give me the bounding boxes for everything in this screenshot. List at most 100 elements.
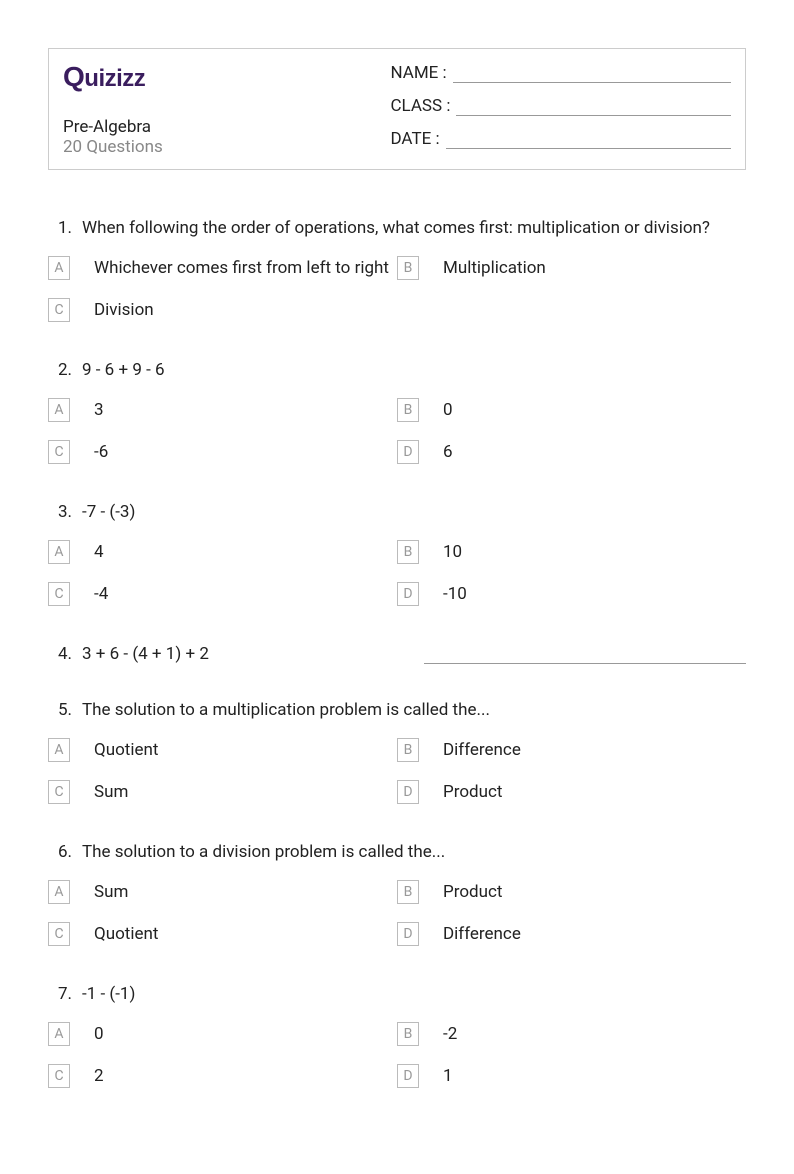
question-block: 7.-1 - (-1)A0B-2C2D1: [48, 984, 746, 1106]
question-row: 7.-1 - (-1): [48, 984, 746, 1004]
date-field-row: DATE :: [390, 127, 731, 149]
question-row: 1.When following the order of operations…: [48, 218, 746, 238]
question-text: -7 - (-3): [82, 502, 746, 522]
question-text: -1 - (-1): [82, 984, 746, 1004]
answer-option[interactable]: C Sum: [48, 780, 397, 804]
date-input-line[interactable]: [446, 127, 731, 149]
answer-letter-box: D: [397, 440, 419, 464]
answer-option[interactable]: C -4: [48, 582, 397, 606]
answer-option[interactable]: C2: [48, 1064, 397, 1088]
class-label: CLASS :: [390, 96, 450, 116]
answer-letter-box: C: [48, 922, 70, 946]
name-input-line[interactable]: [453, 61, 731, 83]
answer-text: 6: [443, 442, 453, 462]
answers-container: A Whichever comes first from left to righ…: [48, 256, 746, 340]
answers-container: ASumB Product C Quotient D Difference: [48, 880, 746, 964]
answers-container: A0B-2C2D1: [48, 1022, 746, 1106]
open-answer-line[interactable]: [424, 644, 746, 664]
answer-option[interactable]: BMultiplication: [397, 256, 746, 280]
answer-option[interactable]: A0: [48, 1022, 397, 1046]
answer-letter-box: A: [48, 398, 70, 422]
name-field-row: NAME :: [390, 61, 731, 83]
question-block: 5.The solution to a multiplication probl…: [48, 700, 746, 822]
answer-letter-box: B: [397, 540, 419, 564]
answer-text: -2: [443, 1024, 457, 1044]
answer-text: 0: [94, 1024, 104, 1044]
answer-text: Sum: [94, 782, 128, 802]
question-number: 3.: [48, 502, 82, 522]
answer-text: Difference: [443, 740, 521, 760]
answer-option[interactable]: B Product: [397, 880, 746, 904]
answers-container: A4B10 C -4 D-10: [48, 540, 746, 624]
question-row: 4.3 + 6 - (4 + 1) + 2: [48, 644, 746, 664]
answer-option[interactable]: AQuotient: [48, 738, 397, 762]
answer-option[interactable]: C Quotient: [48, 922, 397, 946]
date-label: DATE :: [390, 129, 439, 149]
answer-option[interactable]: D-10: [397, 582, 746, 606]
answer-letter-box: D: [397, 922, 419, 946]
question-text: 3 + 6 - (4 + 1) + 2: [82, 644, 404, 664]
answer-letter-box: D: [397, 780, 419, 804]
answer-text: 4: [94, 542, 104, 562]
answer-letter-box: C: [48, 440, 70, 464]
question-number: 5.: [48, 700, 82, 720]
answer-option[interactable]: C -6: [48, 440, 397, 464]
question-row: 3.-7 - (-3): [48, 502, 746, 522]
class-input-line[interactable]: [456, 94, 731, 116]
quiz-subtitle: 20 Questions: [63, 137, 390, 157]
question-number: 4.: [48, 644, 82, 664]
worksheet-page: Quizizz Pre-Algebra 20 Questions NAME : …: [0, 0, 794, 1174]
header-right: NAME : CLASS : DATE :: [390, 61, 731, 157]
question-number: 1.: [48, 218, 82, 238]
answer-option[interactable]: A3: [48, 398, 397, 422]
answer-option[interactable]: B10: [397, 540, 746, 564]
answers-container: A3B0C-6D6: [48, 398, 746, 482]
answer-option[interactable]: B Difference: [397, 738, 746, 762]
quiz-info: Pre-Algebra 20 Questions: [63, 117, 390, 157]
answer-letter-box: A: [48, 256, 70, 280]
answer-option[interactable]: B0: [397, 398, 746, 422]
answer-option[interactable]: B -2: [397, 1022, 746, 1046]
answer-letter-box: D: [397, 1064, 419, 1088]
header-box: Quizizz Pre-Algebra 20 Questions NAME : …: [48, 48, 746, 170]
answer-option[interactable]: ASum: [48, 880, 397, 904]
quizizz-logo: Quizizz: [63, 61, 390, 93]
class-field-row: CLASS :: [390, 94, 731, 116]
answer-option[interactable]: DProduct: [397, 780, 746, 804]
answer-option[interactable]: C Division: [48, 298, 397, 322]
answer-text: Division: [94, 300, 154, 320]
answer-text: 2: [94, 1066, 104, 1086]
answer-text: Product: [443, 882, 502, 902]
answer-option[interactable]: D Difference: [397, 922, 746, 946]
name-label: NAME :: [390, 63, 446, 83]
answer-letter-box: C: [48, 298, 70, 322]
question-block: 3.-7 - (-3) A4B10 C -4 D-10: [48, 502, 746, 624]
answer-option[interactable]: D1: [397, 1064, 746, 1088]
answer-option[interactable]: A4: [48, 540, 397, 564]
answer-text: Difference: [443, 924, 521, 944]
answer-letter-box: B: [397, 880, 419, 904]
answer-letter-box: A: [48, 1022, 70, 1046]
question-text: When following the order of operations, …: [82, 218, 746, 238]
answer-letter-box: C: [48, 1064, 70, 1088]
answer-text: -6: [94, 442, 108, 462]
answer-letter-box: B: [397, 738, 419, 762]
answer-option[interactable]: A Whichever comes first from left to righ…: [48, 256, 397, 280]
answer-letter-box: C: [48, 780, 70, 804]
answer-text: Sum: [94, 882, 128, 902]
answer-letter-box: C: [48, 582, 70, 606]
answer-text: 0: [443, 400, 453, 420]
answer-text: 1: [443, 1066, 453, 1086]
answer-letter-box: B: [397, 256, 419, 280]
question-block: 4.3 + 6 - (4 + 1) + 2: [48, 644, 746, 664]
answer-text: -4: [94, 584, 108, 604]
question-block: 6.The solution to a division problem is …: [48, 842, 746, 964]
question-row: 6.The solution to a division problem is …: [48, 842, 746, 862]
question-row: 2.9 - 6 + 9 - 6: [48, 360, 746, 380]
answer-text: Quotient: [94, 740, 158, 760]
answer-option[interactable]: D6: [397, 440, 746, 464]
answer-letter-box: B: [397, 1022, 419, 1046]
answer-text: 3: [94, 400, 104, 420]
answer-text: Whichever comes first from left to right: [94, 258, 389, 278]
answer-text: Quotient: [94, 924, 158, 944]
